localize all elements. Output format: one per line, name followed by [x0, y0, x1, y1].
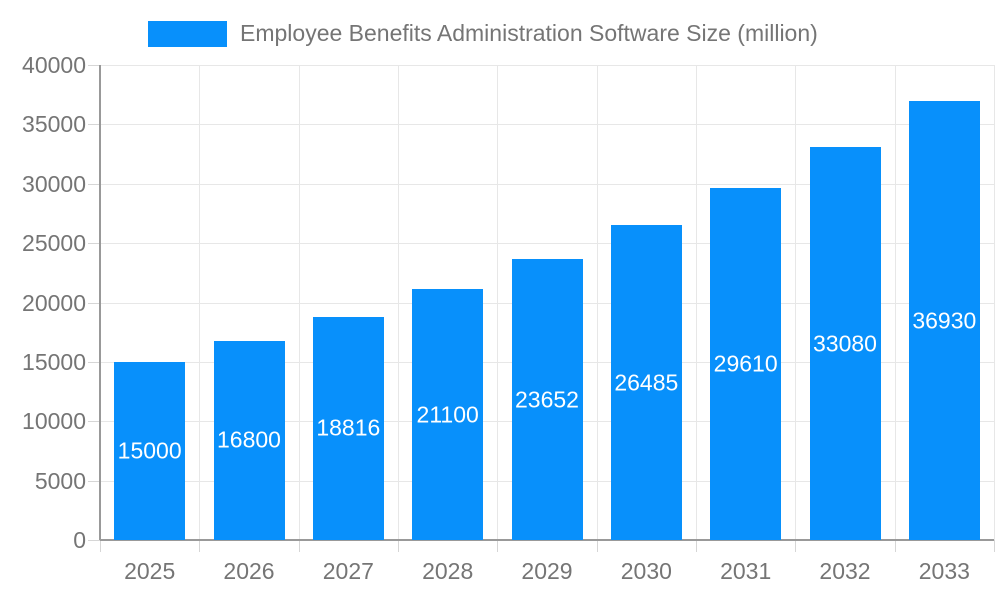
x-axis-label: 2027 [322, 558, 374, 584]
x-axis-tick [100, 540, 101, 552]
bar-value-label: 16800 [217, 426, 281, 453]
x-axis-tick [596, 540, 598, 552]
legend-swatch-icon [148, 20, 227, 47]
x-axis-label: 2025 [124, 558, 176, 584]
x-gridline [994, 65, 995, 540]
y-axis-label: 20000 [22, 289, 86, 316]
x-axis-line [100, 539, 994, 541]
bar-value-label: 29610 [713, 350, 778, 377]
x-axis-label: 2033 [918, 558, 970, 584]
y-axis-tick [88, 302, 100, 304]
y-axis-label: 10000 [22, 408, 86, 435]
y-axis-tick [88, 421, 100, 423]
x-gridline [497, 65, 499, 540]
y-axis-label: 40000 [22, 52, 86, 78]
x-gridline [199, 65, 201, 540]
y-gridline [100, 124, 994, 126]
x-gridline [795, 65, 797, 540]
y-axis-tick [88, 361, 100, 363]
bar-value-label: 36930 [912, 307, 977, 334]
y-axis-label: 30000 [22, 170, 86, 197]
chart-legend[interactable]: Employee Benefits Administration Softwar… [148, 20, 818, 47]
bar-value-label: 21100 [416, 401, 479, 428]
x-axis-label: 2031 [720, 558, 772, 584]
y-axis-label: 0 [73, 527, 86, 553]
x-axis-label: 2029 [521, 558, 573, 584]
y-axis-label: 15000 [22, 348, 86, 375]
x-gridline [596, 65, 598, 540]
bar[interactable] [511, 259, 583, 540]
y-axis-tick [88, 124, 100, 126]
y-axis-tick [88, 183, 100, 185]
y-axis-label: 5000 [34, 467, 86, 494]
x-axis-label: 2028 [422, 558, 474, 584]
legend-label: Employee Benefits Administration Softwar… [240, 20, 818, 46]
x-axis-tick [298, 540, 300, 552]
y-gridline [100, 243, 994, 245]
y-axis-line [99, 65, 101, 540]
x-axis-label: 2030 [620, 558, 672, 584]
y-gridline [100, 183, 994, 185]
bar[interactable] [312, 316, 384, 540]
x-gridline [398, 65, 399, 540]
bar-value-label: 18816 [316, 414, 381, 441]
bar[interactable] [610, 225, 682, 540]
bar[interactable] [412, 289, 484, 540]
bar-value-label: 33080 [813, 330, 877, 357]
bar-value-label: 23652 [515, 386, 579, 413]
x-axis-tick [994, 540, 995, 552]
bar[interactable] [908, 101, 980, 540]
x-gridline [298, 65, 300, 540]
x-gridline [894, 65, 896, 540]
x-axis-tick [696, 540, 697, 552]
x-axis-tick [497, 540, 499, 552]
bar[interactable] [213, 340, 285, 540]
y-axis-tick [88, 480, 100, 482]
x-axis-tick [199, 540, 201, 552]
y-axis-tick [88, 243, 100, 245]
x-axis-tick [894, 540, 896, 552]
bar-value-label: 15000 [117, 437, 182, 464]
x-axis-tick [795, 540, 797, 552]
x-axis-label: 2026 [223, 558, 275, 584]
x-axis-label: 2032 [819, 558, 871, 584]
x-gridline [696, 65, 697, 540]
bar[interactable] [710, 188, 782, 540]
bar[interactable] [114, 361, 186, 540]
x-axis-tick [398, 540, 399, 552]
y-axis-label: 35000 [22, 111, 86, 138]
y-axis-tick [88, 65, 100, 66]
bar-value-label: 26485 [614, 369, 679, 396]
y-axis-tick [88, 540, 100, 541]
y-gridline [100, 65, 994, 66]
bar[interactable] [809, 147, 881, 540]
y-axis-label: 25000 [22, 230, 86, 257]
